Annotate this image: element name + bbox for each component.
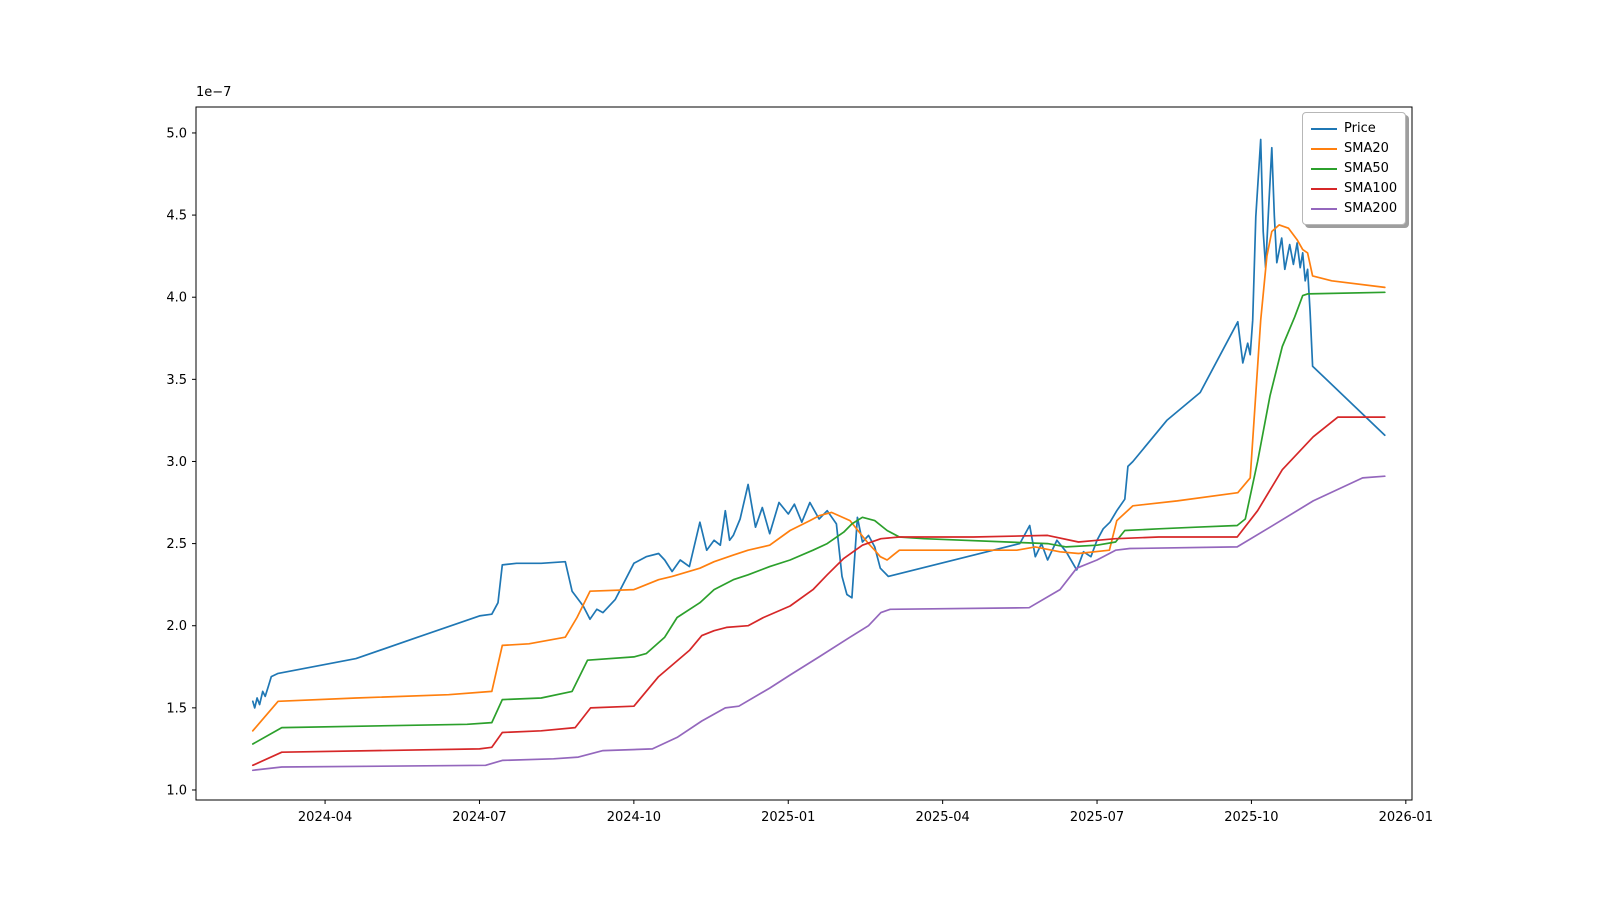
legend-item-sma20: SMA20 xyxy=(1311,139,1397,159)
svg-text:4.5: 4.5 xyxy=(166,209,187,224)
series-line-sma50 xyxy=(251,291,1386,745)
sma50-line-swatch xyxy=(1311,168,1337,170)
series-line-sma100 xyxy=(251,416,1386,767)
series-line-price xyxy=(251,138,1386,709)
svg-text:1.0: 1.0 xyxy=(166,783,187,798)
legend-item-sma100: SMA100 xyxy=(1311,179,1397,199)
svg-text:3.5: 3.5 xyxy=(166,373,187,388)
legend-label: SMA100 xyxy=(1344,181,1398,196)
sma100-line-swatch xyxy=(1311,188,1337,190)
legend-label: SMA20 xyxy=(1344,141,1389,156)
svg-text:1.5: 1.5 xyxy=(166,701,187,716)
svg-text:2025-04: 2025-04 xyxy=(915,810,969,825)
svg-text:2024-07: 2024-07 xyxy=(452,810,506,825)
sma200-line-swatch xyxy=(1311,208,1337,210)
svg-text:2025-10: 2025-10 xyxy=(1224,810,1278,825)
svg-text:2026-01: 2026-01 xyxy=(1379,810,1433,825)
series-line-sma20 xyxy=(251,224,1386,732)
legend-label: Price xyxy=(1344,121,1376,136)
legend-item-sma200: SMA200 xyxy=(1311,199,1397,219)
legend: Price SMA20 SMA50 SMA100 SMA200 xyxy=(1302,112,1406,225)
svg-text:3.0: 3.0 xyxy=(166,455,187,470)
svg-text:2024-04: 2024-04 xyxy=(298,810,352,825)
svg-text:2025-07: 2025-07 xyxy=(1070,810,1124,825)
svg-text:5.0: 5.0 xyxy=(166,126,187,141)
svg-text:4.0: 4.0 xyxy=(166,291,187,306)
legend-item-sma50: SMA50 xyxy=(1311,159,1397,179)
price-line-swatch xyxy=(1311,128,1337,130)
svg-text:2024-10: 2024-10 xyxy=(607,810,661,825)
series-line-sma200 xyxy=(251,475,1386,772)
y-axis-offset-label: 1e−7 xyxy=(196,85,232,100)
legend-label: SMA200 xyxy=(1344,201,1398,216)
svg-text:2.0: 2.0 xyxy=(166,619,187,634)
legend-label: SMA50 xyxy=(1344,161,1389,176)
legend-item-price: Price xyxy=(1311,119,1397,139)
svg-text:2025-01: 2025-01 xyxy=(761,810,815,825)
sma20-line-swatch xyxy=(1311,148,1337,150)
svg-text:2.5: 2.5 xyxy=(166,537,187,552)
